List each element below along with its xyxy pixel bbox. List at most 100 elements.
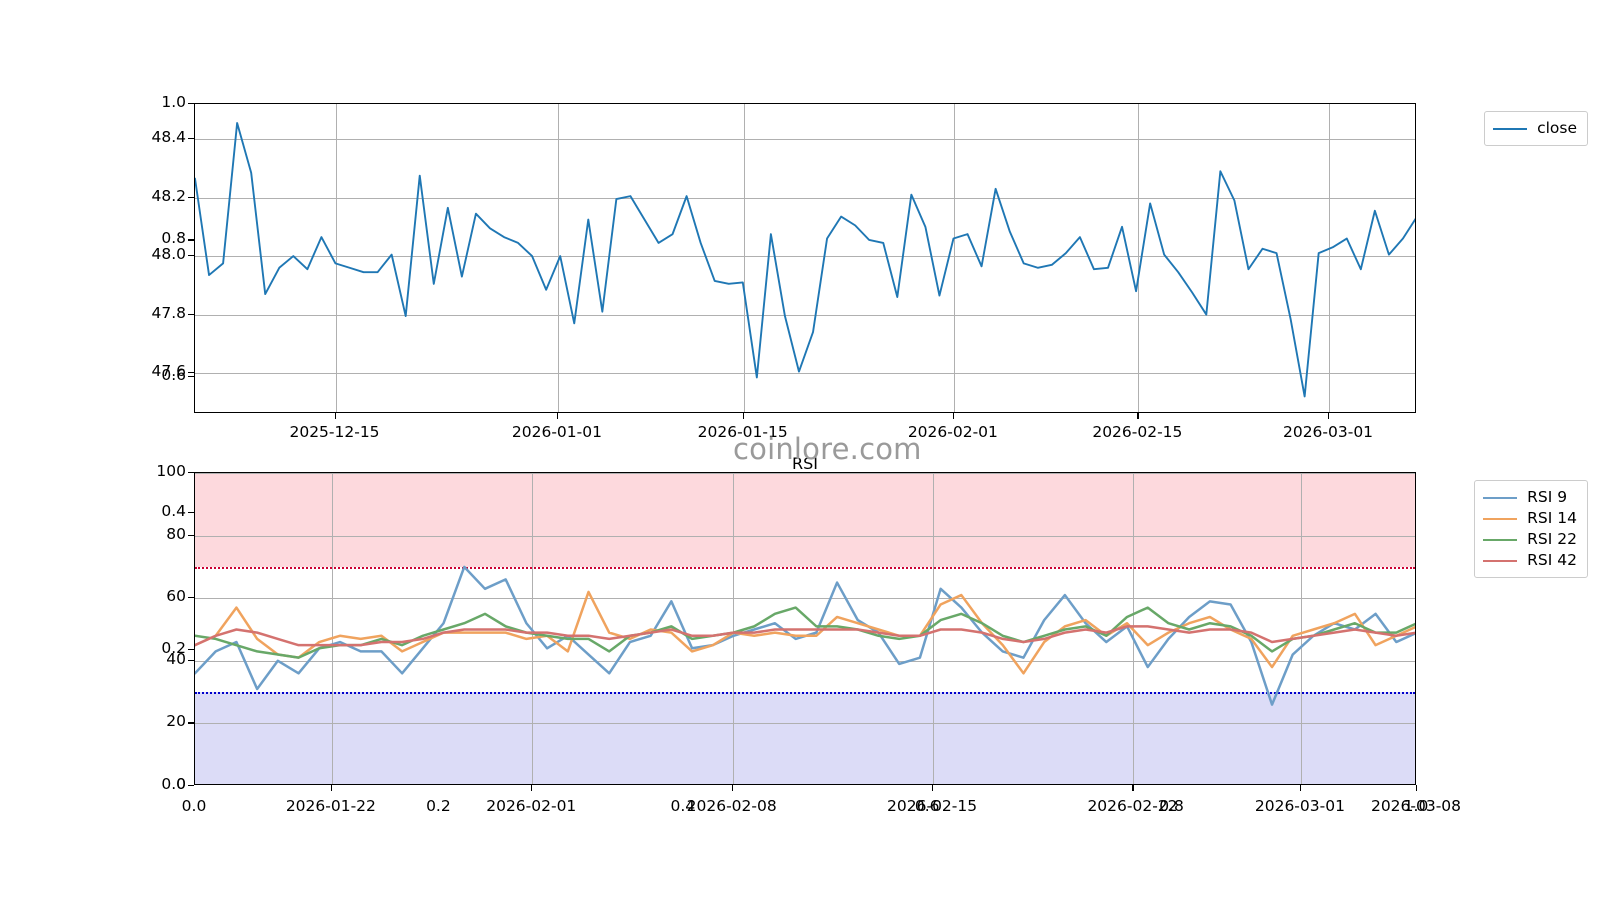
overlay-ytick-mark [188, 103, 194, 105]
rsi-legend-label: RSI 9 [1527, 487, 1568, 506]
rsi-xtick-label: 2026-02-22 [1087, 797, 1178, 815]
rsi-legend-swatch [1483, 496, 1518, 499]
overlay-ytick-label: 0.8 [161, 229, 186, 248]
price-ytick-label: 48.4 [151, 128, 186, 147]
overlay-ytick-label: 0.2 [161, 638, 186, 657]
price-xtick-mark [742, 413, 744, 419]
rsi-xtick-mark [1299, 785, 1302, 791]
rsi-legend-label: RSI 42 [1527, 550, 1577, 569]
rsi-line-rsi-42 [195, 625, 1415, 647]
price-xtick-mark [556, 413, 559, 419]
rsi-ytick-label: 100 [156, 462, 186, 480]
overlay-xtick-label: 0.0 [181, 797, 207, 815]
price-gridline-h [195, 314, 1415, 316]
rsi-legend-swatch [1483, 559, 1518, 562]
price-legend-item[interactable]: close [1493, 118, 1577, 139]
rsi-gridline-v [1133, 473, 1135, 784]
price-xtick-mark [334, 413, 336, 419]
overlay-ytick-mark [188, 512, 194, 514]
rsi-legend-item[interactable]: RSI 14 [1483, 508, 1577, 529]
rsi-gridline-h [195, 473, 1415, 474]
price-gridline-h [195, 256, 1415, 258]
overlay-ytick-label: 0.6 [161, 365, 186, 384]
rsi-legend: RSI 9 RSI 14 RSI 22 RSI 42 [1474, 480, 1588, 578]
rsi-line-rsi-22 [195, 606, 1415, 659]
rsi-xtick-label: 2026-02-08 [686, 797, 777, 815]
price-ytick-label: 47.6 [151, 362, 186, 381]
rsi-overbought-threshold [195, 566, 1415, 569]
overlay-ytick-label: 0.4 [161, 502, 186, 521]
rsi-ytick-label: 60 [166, 587, 186, 606]
rsi-xtick-mark [731, 785, 733, 791]
rsi-gridline-v [732, 473, 734, 784]
price-ytick-label: 48.0 [151, 245, 186, 264]
rsi-legend-swatch [1483, 538, 1518, 541]
price-gridline-v [743, 104, 745, 412]
price-ytick-mark [188, 138, 194, 140]
price-ytick-mark [188, 313, 194, 315]
overlay-xtick-label: 0.8 [1159, 797, 1184, 815]
rsi-xtick-mark [932, 785, 934, 791]
rsi-ytick-mark [188, 534, 194, 536]
rsi-line-rsi-14 [195, 590, 1415, 675]
price-gridline-h [195, 197, 1415, 199]
price-gridline-h [195, 373, 1415, 375]
price-plot-area [194, 103, 1416, 413]
rsi-gridline-h [195, 723, 1415, 725]
price-xtick-label: 2026-01-15 [697, 423, 788, 441]
price-legend-label: close [1537, 118, 1577, 137]
overlay-xtick-label: 0.6 [914, 797, 940, 815]
price-gridline-v [1138, 104, 1140, 412]
rsi-gridline-v [532, 473, 534, 784]
rsi-legend-item[interactable]: RSI 9 [1483, 487, 1577, 508]
rsi-ytick-label: 80 [166, 524, 186, 543]
price-xtick-label: 2026-02-01 [907, 423, 998, 441]
price-legend-swatch [1493, 127, 1528, 130]
rsi-overbought-band [195, 473, 1415, 567]
overlay-ytick-mark [188, 375, 194, 377]
rsi-ytick-mark [188, 722, 194, 724]
rsi-panel-title: RSI [792, 454, 818, 473]
rsi-ytick-mark [188, 597, 194, 599]
price-ytick-mark [188, 372, 194, 374]
price-xtick-label: 2026-01-01 [511, 423, 602, 441]
rsi-xtick-mark [531, 785, 533, 791]
rsi-xtick-mark [330, 785, 333, 791]
rsi-xtick-label: 2026-02-15 [887, 797, 978, 815]
rsi-legend-item[interactable]: RSI 22 [1483, 529, 1577, 550]
rsi-xtick-label: 2026-01-22 [285, 797, 376, 815]
price-xtick-mark [1137, 413, 1139, 419]
rsi-oversold-threshold [195, 692, 1415, 695]
overlay-ytick-label: 0.0 [161, 775, 186, 793]
rsi-xtick-label: 2026-03-01 [1254, 797, 1345, 815]
rsi-ytick-label: 20 [166, 712, 186, 731]
rsi-legend-item[interactable]: RSI 42 [1483, 550, 1577, 571]
price-xtick-label: 2026-02-15 [1092, 423, 1183, 441]
overlay-ytick-mark [188, 239, 194, 241]
rsi-gridline-h [195, 598, 1415, 600]
rsi-ytick-mark [188, 659, 194, 661]
rsi-gridline-h [195, 660, 1415, 662]
overlay-ytick-mark [188, 785, 194, 787]
watermark-text: coinlore.com [733, 432, 922, 466]
rsi-oversold-band [195, 692, 1415, 784]
rsi-gridline-v [933, 473, 935, 784]
rsi-plot-area [194, 472, 1416, 785]
price-line-close [195, 122, 1415, 398]
rsi-series-svg [195, 565, 1415, 706]
rsi-xtick-label: 2026-03-08 [1370, 797, 1462, 815]
overlay-xtick-label: 1.0 [1403, 797, 1429, 815]
rsi-gridline-v [1300, 473, 1302, 784]
price-legend: close [1484, 111, 1588, 146]
price-gridline-h [195, 139, 1415, 141]
rsi-xtick-label: 2026-02-01 [486, 797, 577, 815]
price-ytick-label: 47.8 [151, 303, 186, 322]
price-gridline-v [953, 104, 955, 412]
price-series-svg [195, 122, 1415, 398]
rsi-ytick-mark [188, 472, 194, 474]
overlay-xtick-label: 0.2 [426, 797, 451, 815]
price-ytick-label: 48.2 [151, 186, 186, 205]
price-xtick-mark [952, 413, 955, 419]
price-ytick-mark [188, 255, 194, 257]
